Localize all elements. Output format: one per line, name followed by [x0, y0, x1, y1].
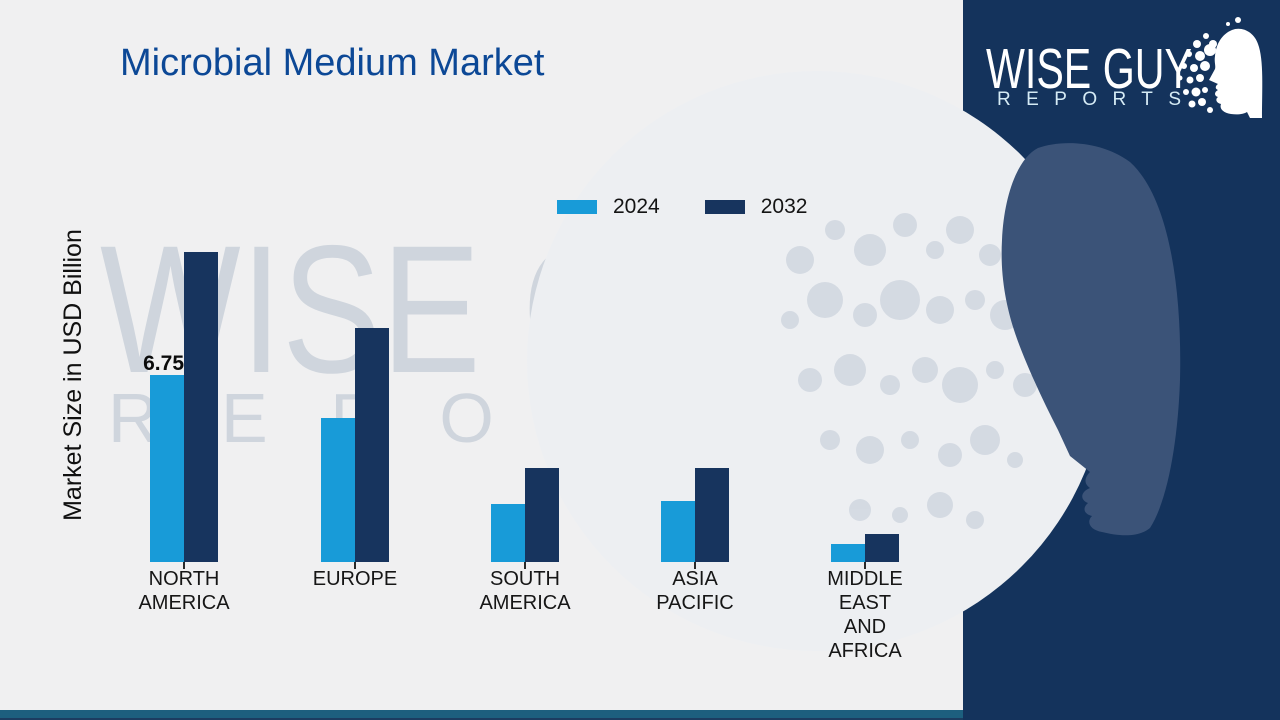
legend-swatch-2032: [704, 199, 745, 214]
legend-item-2024: 2024: [557, 196, 660, 217]
y-axis-label: Market Size in USD Billion: [59, 229, 87, 521]
category-label-line: PACIFIC: [656, 592, 734, 614]
bar-2032-middle-east-and-africa: [865, 534, 899, 562]
category-label-line: EAST: [838, 592, 892, 614]
category-label-north-america: NORTH AMERICA: [99, 567, 269, 615]
bar-value-label-2024-north-america: 6.75: [143, 352, 184, 375]
x-axis-tick-asia-pacific: [694, 562, 696, 569]
legend-label-2024: 2024: [613, 195, 660, 218]
bar-2032-europe: [355, 328, 389, 562]
category-label-line: AND: [843, 616, 887, 638]
category-label-asia-pacific: ASIA PACIFIC: [610, 567, 780, 615]
bar-2024-south-america: [491, 504, 525, 562]
chart-legend: 2024 2032: [557, 196, 852, 217]
category-label-line: NORTH: [148, 568, 220, 590]
bar-2032-north-america: [184, 252, 218, 562]
bar-2024-north-america: [150, 375, 184, 562]
legend-item-2032: 2032: [704, 195, 808, 218]
category-label-line: AMERICA: [138, 592, 230, 614]
category-label-middle-east-and-africa: MIDDLE EAST AND AFRICA: [780, 567, 950, 663]
x-axis-tick-south-america: [524, 562, 526, 569]
dot-brain-pattern: [781, 213, 1043, 529]
legend-label-2032: 2032: [760, 195, 808, 218]
page-title: Microbial Medium Market: [120, 42, 545, 84]
bar-2024-asia-pacific: [661, 501, 695, 562]
face-silhouette: [1001, 143, 1181, 536]
legend-swatch-2024: [557, 199, 597, 214]
footer-dark-line: [0, 718, 1280, 720]
category-label-line: AMERICA: [479, 592, 571, 614]
category-label-south-america: SOUTH AMERICA: [440, 567, 610, 615]
x-axis-tick-europe: [354, 562, 356, 569]
category-label-europe: EUROPE: [270, 567, 440, 591]
wiseguy-face-icon: [1177, 17, 1263, 118]
x-axis-tick-north-america: [183, 562, 185, 569]
x-axis-tick-middle-east-and-africa: [864, 562, 866, 569]
category-label-line: EUROPE: [312, 568, 398, 590]
category-label-line: MIDDLE: [827, 568, 903, 590]
bar-2032-south-america: [525, 468, 559, 562]
bar-2024-middle-east-and-africa: [831, 544, 865, 562]
category-label-line: AFRICA: [828, 640, 902, 662]
category-label-line: SOUTH: [490, 568, 560, 590]
bar-2032-asia-pacific: [695, 468, 729, 562]
category-label-line: ASIA: [672, 568, 718, 590]
logo-wiseguy-text: WISE GUY: [986, 37, 1192, 101]
footer-accent-bar: [0, 710, 1280, 718]
bar-2024-europe: [321, 418, 355, 562]
